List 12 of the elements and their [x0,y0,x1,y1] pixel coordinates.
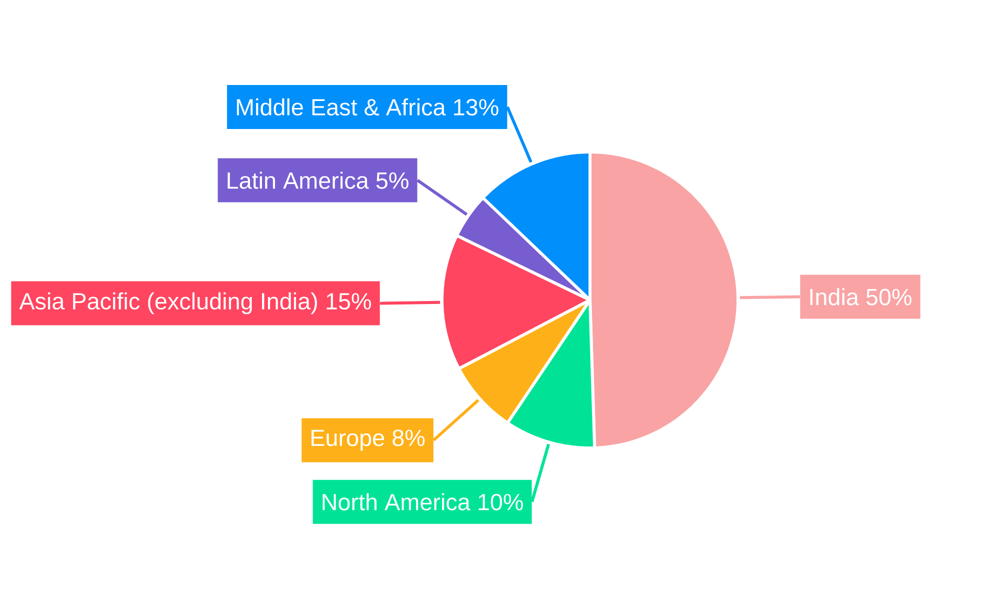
data-label: 10% [478,494,523,510]
slice-label: Middle East & Africa [236,98,446,116]
data-label: 5% [376,172,408,189]
data-label: 50% [866,288,912,306]
slice-label: India [810,288,859,306]
data-label: 15% [326,293,371,310]
slice-label: Asia Pacific (excluding India) [19,292,317,314]
slice-label: Latin America [228,172,369,189]
data-label: 8% [392,430,425,446]
data-label: 13% [454,98,498,116]
slice-label: Europe [312,430,384,451]
slice-label: North America [322,493,470,510]
